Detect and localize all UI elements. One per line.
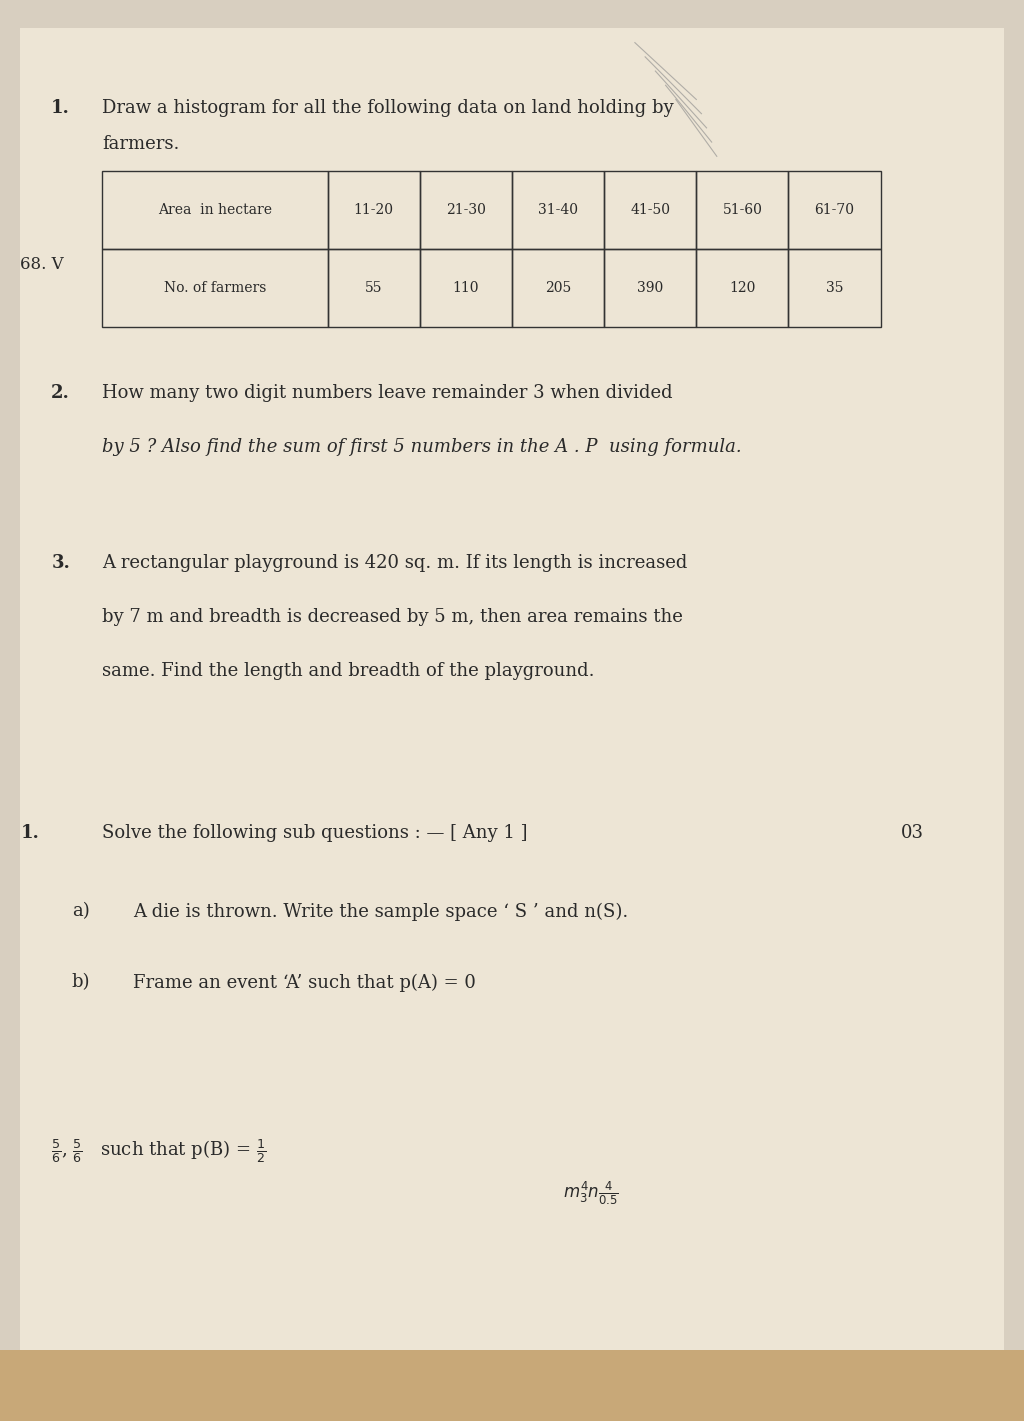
Text: $m_3^4 n \frac{4}{0.5}$: $m_3^4 n \frac{4}{0.5}$ — [563, 1179, 620, 1206]
Bar — [328, 171, 420, 249]
Text: 21-30: 21-30 — [446, 203, 485, 216]
Text: 120: 120 — [729, 281, 756, 294]
Text: How many two digit numbers leave remainder 3 when divided: How many two digit numbers leave remaind… — [102, 384, 673, 402]
Bar — [420, 171, 512, 249]
Text: No. of farmers: No. of farmers — [164, 281, 266, 294]
Text: 1.: 1. — [51, 99, 70, 118]
Text: 1.: 1. — [20, 824, 39, 843]
FancyBboxPatch shape — [0, 1350, 1024, 1421]
Bar — [102, 249, 328, 327]
Bar — [512, 171, 604, 249]
Text: same. Find the length and breadth of the playground.: same. Find the length and breadth of the… — [102, 662, 595, 681]
Text: $\frac{5}{6}$, $\frac{5}{6}$   such that p(B) = $\frac{1}{2}$: $\frac{5}{6}$, $\frac{5}{6}$ such that p… — [51, 1137, 266, 1165]
Text: b): b) — [72, 973, 90, 992]
Text: 68. V: 68. V — [20, 256, 65, 273]
Text: 205: 205 — [545, 281, 571, 294]
Bar — [604, 249, 696, 327]
Text: 3.: 3. — [51, 554, 70, 573]
Text: 55: 55 — [365, 281, 383, 294]
Text: 51-60: 51-60 — [723, 203, 762, 216]
FancyBboxPatch shape — [20, 28, 1004, 1393]
Text: 03: 03 — [901, 824, 924, 843]
Bar — [696, 249, 788, 327]
Bar — [420, 249, 512, 327]
Text: A rectangular playground is 420 sq. m. If its length is increased: A rectangular playground is 420 sq. m. I… — [102, 554, 688, 573]
Text: Draw a histogram for all the following data on land holding by: Draw a histogram for all the following d… — [102, 99, 674, 118]
Text: by 7 m and breadth is decreased by 5 m, then area remains the: by 7 m and breadth is decreased by 5 m, … — [102, 608, 683, 627]
Bar — [788, 249, 881, 327]
Text: 2.: 2. — [51, 384, 70, 402]
Text: 41-50: 41-50 — [630, 203, 671, 216]
Text: 61-70: 61-70 — [814, 203, 855, 216]
Bar — [696, 171, 788, 249]
Text: Frame an event ‘A’ such that p(A) = 0: Frame an event ‘A’ such that p(A) = 0 — [133, 973, 476, 992]
Text: by 5 ? Also find the sum of first 5 numbers in the A . P  using formula.: by 5 ? Also find the sum of first 5 numb… — [102, 438, 742, 456]
Text: A die is thrown. Write the sample space ‘ S ’ and n(S).: A die is thrown. Write the sample space … — [133, 902, 629, 921]
Bar — [604, 171, 696, 249]
Text: a): a) — [72, 902, 89, 921]
Text: Solve the following sub questions : — [ Any 1 ]: Solve the following sub questions : — [ … — [102, 824, 528, 843]
Text: 11-20: 11-20 — [353, 203, 394, 216]
Text: 31-40: 31-40 — [538, 203, 579, 216]
Text: farmers.: farmers. — [102, 135, 180, 153]
Text: Area  in hectare: Area in hectare — [158, 203, 272, 216]
Bar — [788, 171, 881, 249]
Bar — [512, 249, 604, 327]
Bar — [102, 171, 328, 249]
Text: 35: 35 — [825, 281, 844, 294]
Bar — [328, 249, 420, 327]
Text: 110: 110 — [453, 281, 479, 294]
Text: 390: 390 — [637, 281, 664, 294]
